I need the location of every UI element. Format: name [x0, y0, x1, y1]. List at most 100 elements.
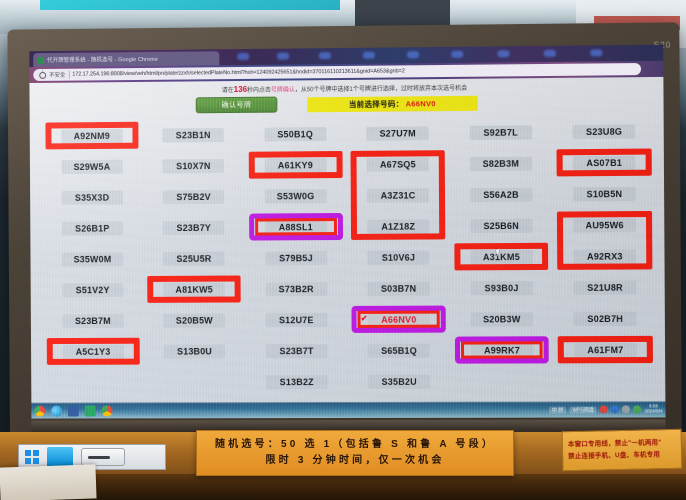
plate-option-s13b0u[interactable]: S13B0U [163, 343, 226, 359]
plate-cell: A92NM9 [43, 120, 140, 152]
plate-option-s21u8r[interactable]: S21U8R [573, 280, 637, 295]
plate-option-s23u8g[interactable]: S23U8G [572, 123, 636, 139]
plate-option-s26b1p[interactable]: S26B1P [61, 220, 123, 236]
plate-cell: S12U7E [248, 304, 346, 335]
confirm-plate-button[interactable]: 确认号牌 [195, 96, 278, 114]
paper-stack [0, 464, 97, 500]
windows-taskbar: 中 拼 WPS网盘 9:58 2024/9/4 [31, 401, 666, 419]
plate-option-s10b5n[interactable]: S10B5N [573, 186, 636, 201]
plate-option-a92rx3[interactable]: A92RX3 [573, 248, 637, 264]
plate-option-s02b7h[interactable]: S02B7H [573, 311, 637, 326]
security-status-label: 不安全 [49, 72, 66, 79]
tray-gray-icon[interactable] [622, 405, 631, 414]
plate-option-s23b7y[interactable]: S23B7Y [162, 220, 225, 235]
plate-cell: S53W0G [247, 180, 345, 212]
plate-option-a61ky9[interactable]: A61KY9 [264, 157, 327, 173]
plate-option-a67sq5[interactable]: A67SQ5 [366, 156, 429, 172]
plate-cell: S23B7Y [145, 212, 242, 243]
plate-option-s73b2r[interactable]: S73B2R [265, 281, 328, 296]
plate-column: S23B1N S10X7N S75B2V S23B7Y S25U5R A81KW5 S20B… [145, 119, 244, 414]
plate-option-s93b0j[interactable]: S93B0J [470, 280, 533, 295]
plate-option-s23b1n[interactable]: S23B1N [162, 127, 225, 142]
instruction-line-1: 随机选号：50 选 1（包括鲁 S 和鲁 A 号段） [214, 439, 496, 450]
monitor: E20 代开牌管理系统 - 随机选号 - Google Chrome 不安 [7, 22, 682, 439]
notice-warn: 号牌确认 [270, 87, 295, 94]
plate-option-s82b3m[interactable]: S82B3M [469, 156, 533, 171]
plate-option-a66nv0[interactable]: ✔ A66NV0 [361, 312, 430, 327]
plate-option-s20b5w[interactable]: S20B5W [163, 312, 226, 328]
check-icon: ✔ [360, 313, 368, 323]
tray-green-icon[interactable] [633, 405, 642, 414]
plate-option-s53w0g[interactable]: S53W0G [264, 188, 327, 204]
plate-option-as07b1[interactable]: AS07B1 [572, 155, 636, 170]
address-bar-url: 172.17.254.196:8008/view/veh/html/pn/pla… [72, 68, 405, 78]
taskbar-clock[interactable]: 9:58 2024/9/4 [644, 404, 663, 415]
tray-blue-icon[interactable] [611, 405, 620, 414]
tray-red-icon[interactable] [600, 405, 609, 414]
plate-cell: S10X7N [145, 150, 242, 182]
plate-cell: A61KY9 [247, 149, 345, 181]
plate-option-s20b3w[interactable]: S20B3W [470, 311, 534, 326]
plate-option-s75b2v[interactable]: S75B2V [162, 189, 225, 204]
plate-column: S50B1Q A61KY9 S53W0G A88SL1 S79B5J S73B2R S12U… [246, 118, 345, 414]
desk-shadow [0, 474, 686, 500]
plate-option-s79b5j[interactable]: S79B5J [265, 250, 327, 265]
plate-option-s03b7n[interactable]: S03B7N [367, 281, 430, 296]
chrome2-icon[interactable] [101, 404, 113, 416]
plate-option-a99rk7[interactable]: A99RK7 [470, 342, 534, 358]
wps-cloud-label[interactable]: WPS网盘 [569, 405, 598, 414]
plate-option-a5c1y3[interactable]: A5C1Y3 [62, 344, 124, 359]
info-circle-icon[interactable] [39, 71, 47, 79]
plate-cell: A3Z31C [349, 179, 447, 211]
plate-option-s29w5a[interactable]: S29W5A [61, 159, 123, 174]
plate-option-s10v6j[interactable]: S10V6J [367, 250, 430, 265]
warning-line-2: 禁止连接手机、U盘、车机专用 [568, 451, 661, 461]
selected-plate-value: A66NV0 [405, 99, 436, 109]
plate-cell: S03B7N [350, 272, 448, 304]
plate-cell: S27U7M [349, 117, 447, 149]
plate-option-s25b6n[interactable]: S25B6N [469, 218, 533, 233]
plate-option-a61fm7[interactable]: A61FM7 [574, 342, 637, 357]
plate-option-s10x7n[interactable]: S10X7N [162, 158, 225, 173]
plate-option-a3z31c[interactable]: A3Z31C [366, 187, 430, 203]
plate-option-s65b1q[interactable]: S65B1Q [367, 343, 431, 358]
plate-option-a92nm9[interactable]: A92NM9 [61, 128, 123, 143]
plate-option-s23b7m[interactable]: S23B7M [62, 313, 124, 328]
notice-prefix: 请在 [221, 88, 234, 95]
plate-option-s35w0m[interactable]: S35W0M [61, 251, 124, 267]
card-reader-icon [81, 448, 125, 466]
plate-option-a88sl1[interactable]: A88SL1 [264, 219, 327, 234]
plate-number-grid: A92NM9 S29W5A S35X3D S26B1P S35W0M S51V2Y S23B… [43, 115, 655, 414]
chrome-icon[interactable] [34, 405, 46, 417]
plate-option-s12u7e[interactable]: S12U7E [265, 312, 328, 327]
plate-cell: S92B7L [451, 116, 549, 148]
plate-option-a81kw5[interactable]: A81KW5 [163, 282, 226, 297]
plate-option-s92b7l[interactable]: S92B7L [469, 124, 532, 140]
plate-option-s27u7m[interactable]: S27U7M [366, 125, 429, 141]
selected-plate-label: 当前选择号码： [348, 99, 404, 109]
plate-option-s23b7t[interactable]: S23B7T [265, 343, 328, 358]
clock-date: 2024/9/4 [644, 408, 663, 414]
plate-option-a1z18z[interactable]: A1Z18Z [367, 218, 430, 234]
plate-option-s51v2y[interactable]: S51V2Y [62, 282, 124, 297]
plate-cell: S10V6J [349, 241, 447, 273]
plate-cell: S82B3M [452, 147, 550, 179]
plate-option-s25u5r[interactable]: S25U5R [163, 251, 225, 266]
warning-sign: 本窗口专用线，禁止"一机两用" 禁止连接手机、U盘、车机专用 [561, 428, 683, 472]
plate-option-s35b2u[interactable]: S35B2U [368, 374, 431, 389]
plate-option-au95w6[interactable]: AU95W6 [573, 217, 637, 233]
plate-cell: S29W5A [44, 151, 141, 183]
plate-option-a31km5[interactable]: A31KM5 [470, 249, 533, 264]
plate-option-s50b1q[interactable]: S50B1Q [264, 126, 327, 142]
wps-icon[interactable] [84, 405, 96, 416]
plate-option-s13b2z[interactable]: S13B2Z [265, 374, 328, 389]
ime-indicator[interactable]: 中 拼 [548, 406, 567, 414]
plate-option-s56a2b[interactable]: S56A2B [469, 187, 533, 202]
edge-icon[interactable] [51, 405, 63, 417]
plate-cell: S35B2U [350, 366, 448, 397]
word-icon[interactable] [67, 405, 79, 417]
plate-cell: S93B0J [452, 272, 550, 304]
plate-cell: S50B1Q [246, 118, 344, 150]
plate-option-s35x3d[interactable]: S35X3D [61, 190, 123, 205]
